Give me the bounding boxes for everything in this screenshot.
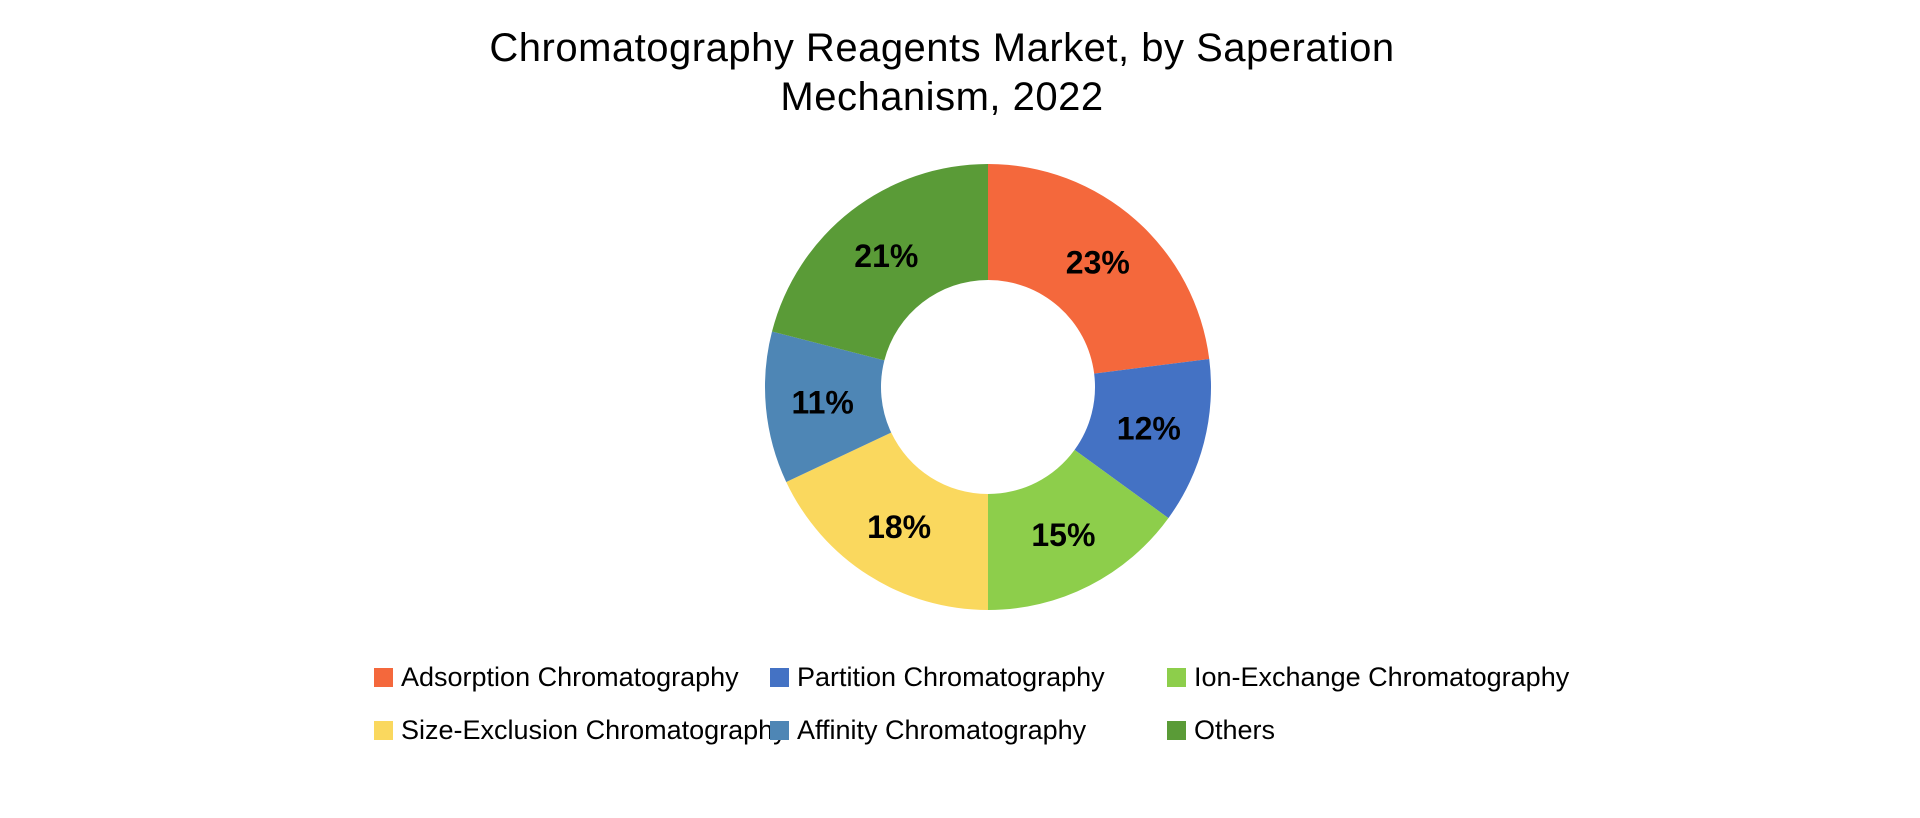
donut-slice-adsorption-chromatography (988, 164, 1210, 374)
legend-label: Others (1194, 715, 1276, 745)
legend-swatch-icon (1167, 667, 1186, 687)
data-label-15pct: 15% (1031, 517, 1095, 553)
donut-chart: 23% 12% 15% 18% 11% 21% (758, 157, 1218, 617)
donut-slice-size-exclusion-chromatography (786, 432, 988, 610)
data-label-18pct: 18% (867, 509, 931, 545)
donut-slice-affinity-chromatography (765, 331, 892, 482)
legend-item-size-exclusion-chromatography: Size-Exclusion Chromatography (374, 715, 787, 745)
donut-slice-others (772, 164, 988, 361)
legend-item-adsorption-chromatography: Adsorption Chromatography (374, 662, 739, 692)
chart-title-line-2: Mechanism, 2022 (780, 75, 1104, 119)
legend-item-others: Others (1167, 715, 1275, 745)
chart-title-line-1: Chromatography Reagents Market, by Saper… (489, 26, 1395, 70)
legend-swatch-icon (770, 720, 789, 740)
donut-slice-partition-chromatography (1074, 359, 1211, 519)
legend-swatch-icon (1167, 720, 1186, 740)
legend-swatch-icon (770, 667, 789, 687)
legend-item-affinity-chromatography: Affinity Chromatography (770, 715, 1086, 745)
data-label-11pct: 11% (792, 385, 854, 421)
data-label-23pct: 23% (1066, 245, 1130, 281)
legend-item-partition-chromatography: Partition Chromatography (770, 662, 1105, 692)
legend-label: Affinity Chromatography (797, 715, 1087, 745)
legend-swatch-icon (374, 720, 393, 740)
donut-chart-svg: 23% 12% 15% 18% 11% 21% (765, 164, 1211, 610)
legend-swatch-icon (374, 667, 393, 687)
legend-label: Ion-Exchange Chromatography (1194, 662, 1570, 692)
legend-label: Size-Exclusion Chromatography (401, 715, 787, 745)
data-label-21pct: 21% (854, 238, 918, 274)
legend-item-ion-exchange-chromatography: Ion-Exchange Chromatography (1167, 662, 1569, 692)
legend-label: Adsorption Chromatography (401, 662, 739, 692)
data-label-12pct: 12% (1117, 410, 1181, 446)
legend-label: Partition Chromatography (797, 662, 1105, 692)
donut-slice-ion-exchange-chromatography (988, 449, 1169, 610)
chart-legend: Adsorption Chromatography Partition Chrom… (374, 662, 1624, 774)
chart-title: Chromatography Reagents Market, by Saper… (0, 24, 1884, 122)
